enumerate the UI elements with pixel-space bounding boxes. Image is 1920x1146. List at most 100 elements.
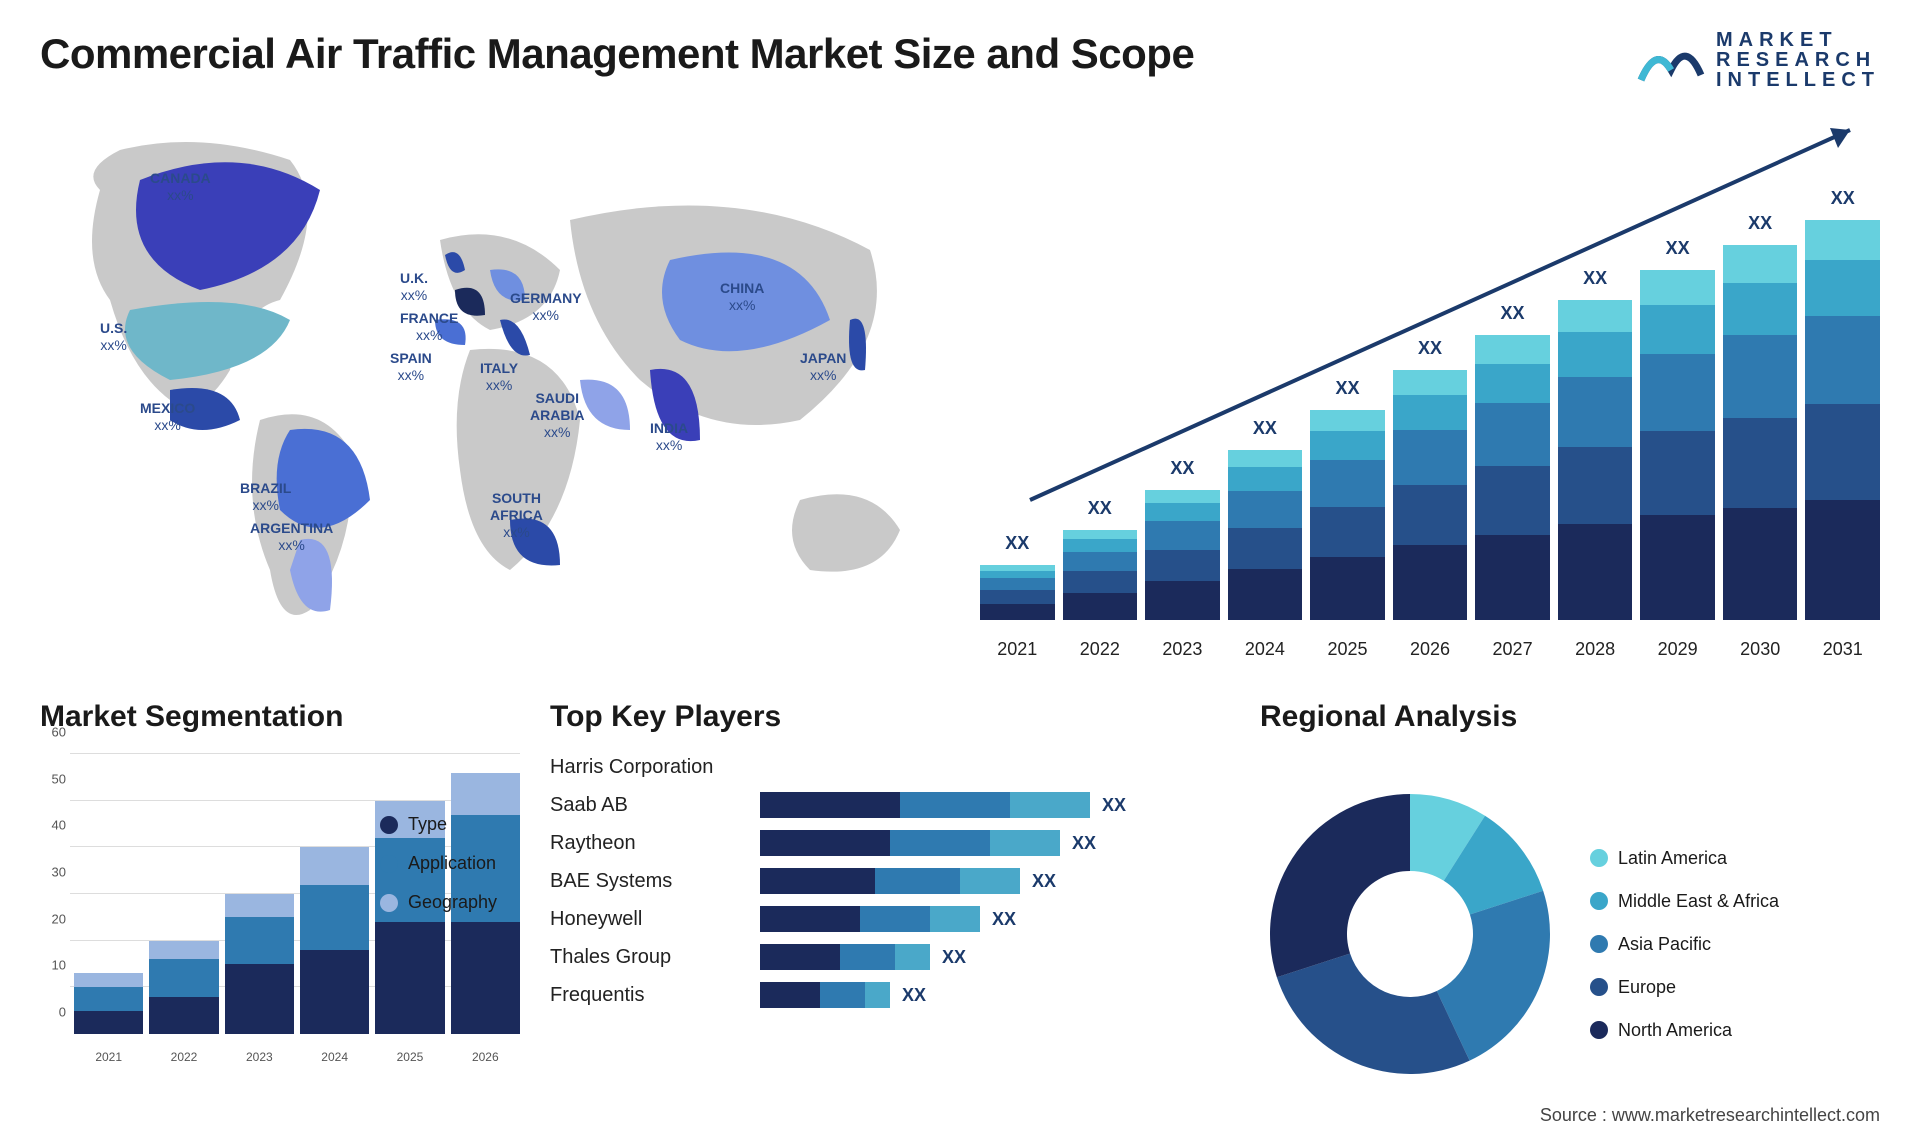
seg-legend-label: Application [408,853,496,874]
player-name: Raytheon [550,832,760,855]
page-title: Commercial Air Traffic Management Market… [40,30,1194,78]
seg-ytick: 40 [52,818,66,833]
growth-value-label: XX [1005,533,1029,554]
seg-ytick: 50 [52,771,66,786]
growth-xlabel: 2028 [1558,639,1633,660]
seg-xlabel: 2022 [149,1050,218,1064]
player-value: XX [1102,795,1126,816]
seg-bar-2024 [300,847,369,1034]
logo-text-2: RESEARCH [1716,50,1880,70]
growth-value-label: XX [1170,458,1194,479]
map-label-france: FRANCExx% [400,310,458,344]
logo-text-3: INTELLECT [1716,70,1880,90]
growth-bar-2027: XX [1475,335,1550,620]
seg-bar-2023 [225,894,294,1034]
growth-xlabel: 2030 [1723,639,1798,660]
players-list: Harris CorporationSaab ABXXRaytheonXXBAE… [550,754,1230,1008]
growth-value-label: XX [1748,213,1772,234]
seg-xlabel: 2025 [375,1050,444,1064]
map-label-us: U.S.xx% [100,320,127,354]
growth-value-label: XX [1583,268,1607,289]
seg-ytick: 10 [52,958,66,973]
map-label-germany: GERMANYxx% [510,290,582,324]
seg-legend-item: Type [380,814,497,835]
growth-value-label: XX [1831,188,1855,209]
logo-swoosh-icon [1636,30,1706,90]
player-name: BAE Systems [550,870,760,893]
seg-xlabel: 2023 [225,1050,294,1064]
player-bar: XX [760,792,1230,818]
player-row: BAE Systems XX [550,868,1230,894]
growth-xlabel: 2027 [1475,639,1550,660]
legend-dot-icon [380,894,398,912]
donut-slice [1277,953,1470,1074]
seg-ytick: 0 [59,1005,66,1020]
seg-legend-label: Geography [408,892,497,913]
legend-dot-icon [1590,1021,1608,1039]
player-value: XX [942,947,966,968]
source-label: Source : www.marketresearchintellect.com [1540,1105,1880,1126]
seg-legend-item: Application [380,853,497,874]
growth-bar-2021: XX [980,565,1055,620]
regional-title: Regional Analysis [1260,700,1517,734]
player-name: Saab AB [550,794,760,817]
growth-bar-2025: XX [1310,410,1385,620]
seg-xlabel: 2026 [451,1050,520,1064]
regional-legend-item: Europe [1590,977,1779,998]
growth-xlabel: 2023 [1145,639,1220,660]
growth-bar-2024: XX [1228,450,1303,620]
growth-chart: XXXXXXXXXXXXXXXXXXXXXX 20212022202320242… [980,120,1880,660]
player-name: Harris Corporation [550,756,760,779]
legend-dot-icon [380,855,398,873]
seg-ytick: 60 [52,725,66,740]
map-label-uk: U.K.xx% [400,270,428,304]
player-bar: XX [760,944,1230,970]
map-label-brazil: BRAZILxx% [240,480,291,514]
regional-legend-label: Asia Pacific [1618,934,1711,955]
growth-value-label: XX [1418,338,1442,359]
map-label-italy: ITALYxx% [480,360,518,394]
player-value: XX [1032,871,1056,892]
growth-xlabel: 2024 [1228,639,1303,660]
player-bar: XX [760,868,1230,894]
players-title: Top Key Players [550,700,1230,734]
logo-text-1: MARKET [1716,30,1880,50]
player-name: Honeywell [550,908,760,931]
regional-legend-label: North America [1618,1020,1732,1041]
growth-xlabel: 2025 [1310,639,1385,660]
growth-value-label: XX [1088,498,1112,519]
legend-dot-icon [380,816,398,834]
seg-xlabel: 2024 [300,1050,369,1064]
regional-legend-label: Latin America [1618,848,1727,869]
regional-legend: Latin America Middle East & Africa Asia Pa… [1590,848,1779,1041]
legend-dot-icon [1590,849,1608,867]
segmentation-title: Market Segmentation [40,700,520,734]
seg-legend-item: Geography [380,892,497,913]
world-map: CANADAxx%U.S.xx%MEXICOxx%BRAZILxx%ARGENT… [40,120,940,660]
growth-value-label: XX [1501,303,1525,324]
growth-bar-2031: XX [1805,220,1880,620]
regional-legend-label: Europe [1618,977,1676,998]
map-country-saudi [580,380,630,430]
regional-legend-item: Middle East & Africa [1590,891,1779,912]
map-label-canada: CANADAxx% [150,170,211,204]
seg-bar-2021 [74,973,143,1034]
map-label-safrica: SOUTHAFRICAxx% [490,490,543,540]
player-value: XX [1072,833,1096,854]
growth-xlabel: 2021 [980,639,1055,660]
regional-legend-label: Middle East & Africa [1618,891,1779,912]
player-row: HoneywellXX [550,906,1230,932]
regional-legend-item: Asia Pacific [1590,934,1779,955]
growth-bar-2030: XX [1723,245,1798,620]
player-bar: XX [760,830,1230,856]
player-bar: XX [760,906,1230,932]
brand-logo: MARKET RESEARCH INTELLECT [1636,30,1880,90]
growth-xlabel: 2031 [1805,639,1880,660]
player-row: FrequentisXX [550,982,1230,1008]
segmentation-chart: 0102030405060 202120222023202420252026 T… [40,754,520,1064]
player-row: Raytheon XX [550,830,1230,856]
growth-bar-2028: XX [1558,300,1633,620]
map-label-china: CHINAxx% [720,280,764,314]
seg-xlabel: 2021 [74,1050,143,1064]
map-label-japan: JAPANxx% [800,350,846,384]
